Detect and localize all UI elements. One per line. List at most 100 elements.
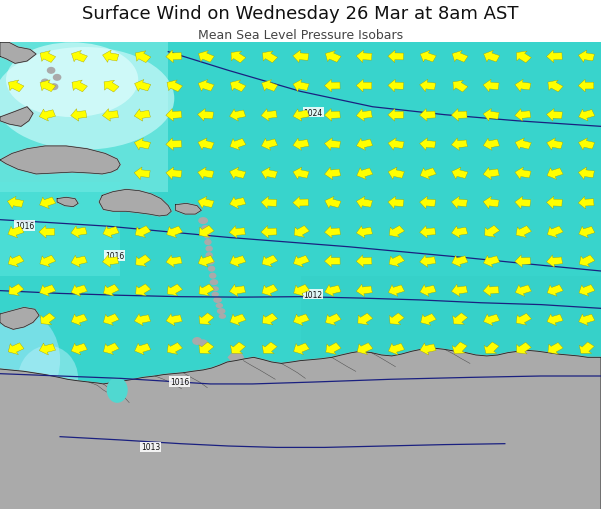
Polygon shape (57, 198, 78, 207)
Polygon shape (166, 227, 183, 238)
Circle shape (199, 341, 207, 347)
Ellipse shape (205, 240, 211, 245)
Polygon shape (546, 51, 562, 64)
Ellipse shape (206, 253, 212, 258)
Polygon shape (453, 81, 468, 93)
Polygon shape (71, 109, 87, 122)
Polygon shape (103, 285, 119, 296)
Polygon shape (103, 51, 119, 63)
Polygon shape (325, 168, 341, 180)
Polygon shape (294, 226, 310, 238)
Polygon shape (293, 315, 310, 326)
Polygon shape (579, 227, 595, 238)
Polygon shape (548, 343, 563, 355)
Polygon shape (262, 343, 277, 354)
Polygon shape (136, 255, 151, 267)
Polygon shape (546, 197, 563, 209)
Polygon shape (484, 342, 499, 354)
Polygon shape (483, 80, 499, 93)
Polygon shape (261, 139, 278, 151)
Polygon shape (230, 81, 246, 93)
Polygon shape (102, 256, 118, 268)
Polygon shape (325, 109, 340, 122)
Polygon shape (326, 314, 341, 326)
Polygon shape (135, 138, 151, 151)
Ellipse shape (210, 280, 218, 285)
Polygon shape (389, 313, 404, 325)
Polygon shape (9, 285, 24, 296)
Text: Mean Sea Level Pressure Isobars: Mean Sea Level Pressure Isobars (198, 29, 403, 42)
Polygon shape (483, 285, 499, 297)
Polygon shape (325, 285, 341, 297)
Polygon shape (230, 139, 246, 151)
Text: 1012: 1012 (304, 290, 323, 299)
Circle shape (47, 68, 55, 74)
Polygon shape (199, 343, 214, 354)
Polygon shape (419, 197, 436, 209)
Polygon shape (326, 343, 341, 355)
Polygon shape (262, 285, 278, 297)
Ellipse shape (216, 304, 222, 308)
Polygon shape (516, 226, 531, 238)
Ellipse shape (209, 267, 215, 271)
Polygon shape (261, 80, 278, 92)
Polygon shape (578, 138, 594, 151)
Polygon shape (451, 138, 468, 151)
Polygon shape (293, 343, 310, 355)
Polygon shape (135, 52, 151, 64)
Polygon shape (547, 168, 563, 180)
Polygon shape (452, 51, 468, 63)
Ellipse shape (0, 48, 174, 150)
Polygon shape (483, 168, 499, 180)
Polygon shape (230, 226, 245, 239)
Polygon shape (71, 227, 87, 239)
Polygon shape (484, 51, 499, 63)
Polygon shape (483, 197, 499, 209)
Polygon shape (39, 226, 55, 239)
Polygon shape (198, 109, 213, 122)
Polygon shape (419, 138, 436, 151)
Ellipse shape (199, 218, 207, 224)
Polygon shape (356, 80, 372, 93)
Polygon shape (41, 314, 55, 325)
Polygon shape (547, 138, 563, 151)
Polygon shape (356, 256, 372, 268)
Polygon shape (135, 226, 151, 238)
Polygon shape (0, 107, 33, 127)
Polygon shape (166, 51, 182, 64)
Polygon shape (40, 285, 56, 297)
Polygon shape (293, 168, 309, 180)
Polygon shape (166, 314, 182, 326)
Polygon shape (578, 167, 594, 180)
Polygon shape (72, 51, 87, 63)
Polygon shape (0, 147, 120, 175)
Polygon shape (40, 81, 56, 93)
Polygon shape (294, 285, 310, 297)
Polygon shape (230, 197, 246, 209)
Polygon shape (421, 314, 436, 326)
Polygon shape (548, 285, 563, 297)
Polygon shape (230, 314, 246, 326)
Polygon shape (71, 285, 87, 297)
Polygon shape (39, 110, 55, 122)
Polygon shape (231, 343, 246, 354)
Polygon shape (293, 139, 309, 151)
Polygon shape (388, 344, 404, 355)
Polygon shape (167, 285, 183, 296)
Polygon shape (293, 256, 310, 268)
Polygon shape (325, 226, 340, 239)
Polygon shape (8, 81, 24, 93)
Polygon shape (104, 81, 119, 93)
Polygon shape (198, 197, 214, 209)
Polygon shape (262, 256, 278, 267)
Polygon shape (325, 51, 341, 63)
Ellipse shape (204, 234, 210, 238)
Polygon shape (261, 197, 277, 209)
Polygon shape (228, 353, 243, 362)
Polygon shape (40, 256, 56, 267)
Ellipse shape (218, 309, 225, 314)
Polygon shape (325, 255, 340, 268)
Polygon shape (261, 226, 277, 239)
Polygon shape (453, 313, 468, 325)
Polygon shape (8, 227, 24, 238)
